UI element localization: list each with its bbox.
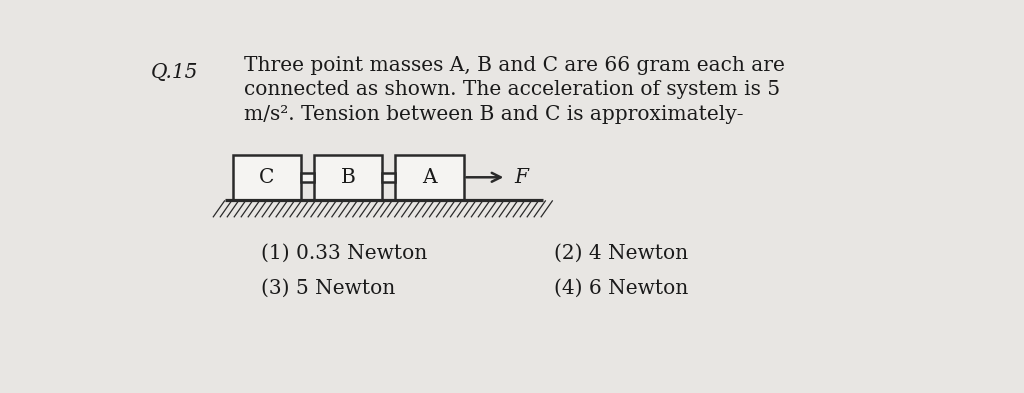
Text: B: B	[341, 168, 355, 187]
Text: Three point masses A, B and C are 66 gram each are: Three point masses A, B and C are 66 gra…	[245, 56, 785, 75]
Text: m/s². Tension between B and C is approximately-: m/s². Tension between B and C is approxi…	[245, 105, 743, 124]
Text: F: F	[514, 168, 528, 187]
Text: Q.15: Q.15	[152, 63, 199, 82]
Text: C: C	[259, 168, 274, 187]
Bar	[301, 173, 314, 182]
Bar	[232, 155, 301, 200]
Text: connected as shown. The acceleration of system is 5: connected as shown. The acceleration of …	[245, 80, 780, 99]
Bar	[314, 155, 382, 200]
Text: (2) 4 Newton: (2) 4 Newton	[554, 244, 688, 263]
Bar	[395, 155, 464, 200]
Text: (1) 0.33 Newton: (1) 0.33 Newton	[261, 244, 428, 263]
Text: (4) 6 Newton: (4) 6 Newton	[554, 279, 688, 298]
Text: (3) 5 Newton: (3) 5 Newton	[261, 279, 395, 298]
Bar	[382, 173, 395, 182]
Text: A: A	[422, 168, 437, 187]
